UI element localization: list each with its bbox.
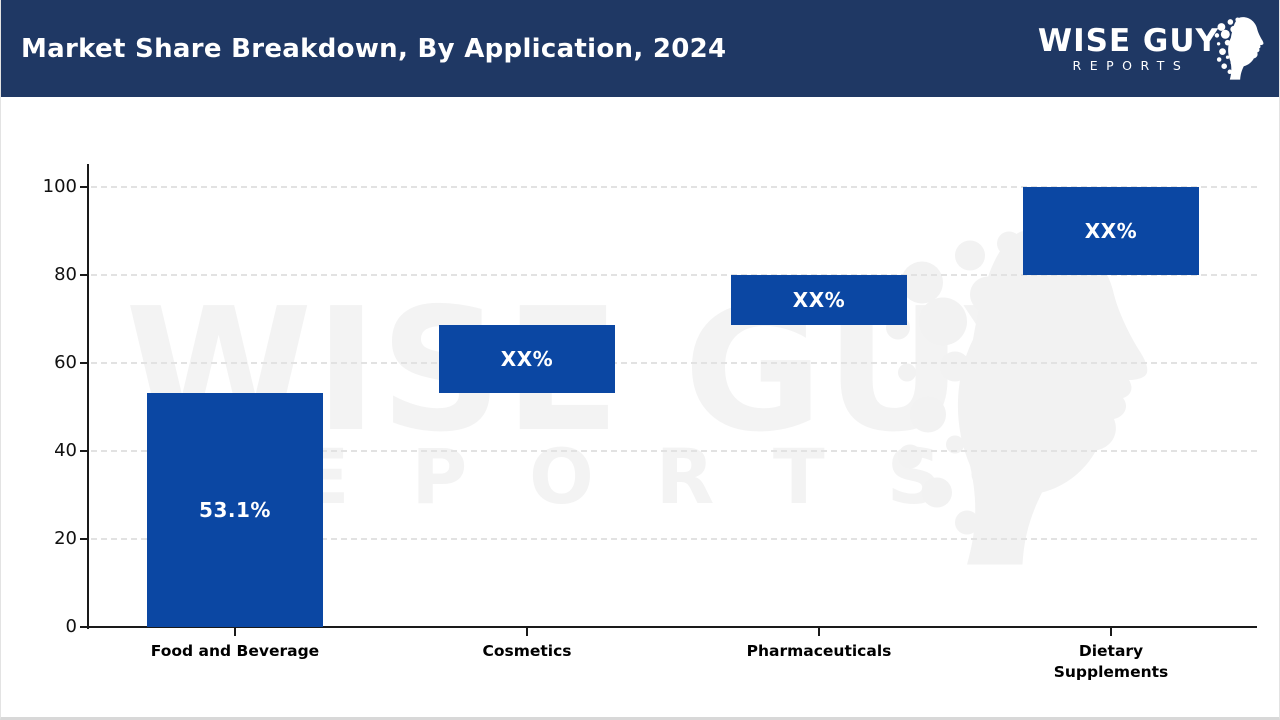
y-tick-mark [80,362,88,364]
x-tick-mark [818,628,820,636]
y-tick-mark [80,450,88,452]
x-tick-mark [1110,628,1112,636]
bar-value-label: XX% [792,288,846,313]
y-tick-mark [80,626,88,628]
header-bar: Market Share Breakdown, By Application, … [1,0,1279,97]
y-gridline [91,538,1257,540]
y-gridline [91,362,1257,364]
y-tick-mark [80,274,88,276]
y-tick-label: 60 [54,352,77,373]
x-category-label: Cosmetics [482,642,572,660]
bar-food-and-beverage: 53.1% [147,393,323,627]
x-tick-mark [526,628,528,636]
logo-subtitle: REPORTS [1072,57,1190,73]
bar-dietary-supplements: XX% [1023,187,1199,275]
x-axis-line [87,626,1257,628]
x-category-label: Pharmaceuticals [746,642,892,660]
wise-guy-reports-logo: WISE GUY REPORTS [1038,4,1269,92]
logo-text: WISE GUY REPORTS [1038,24,1219,73]
bar-value-label: XX% [500,347,554,372]
y-tick-label: 0 [65,616,77,637]
logo-wordmark: WISE GUY [1037,22,1219,59]
bar-value-label: XX% [1084,219,1138,243]
x-tick-mark [234,628,236,636]
y-tick-mark [80,186,88,188]
y-gridline [91,274,1257,276]
y-gridline [91,450,1257,452]
bar-value-label: 53.1% [199,498,271,523]
y-gridline [91,186,1257,188]
bar-pharmaceuticals: XX% [731,275,907,326]
x-category-label: Food and Beverage [150,642,320,660]
y-tick-label: 20 [54,528,77,549]
y-axis-line [87,164,89,629]
y-tick-label: 80 [54,264,77,285]
y-tick-label: 100 [42,176,77,197]
chart-title: Market Share Breakdown, By Application, … [21,33,727,64]
x-category-label: Dietary Supplements [1053,642,1169,681]
y-tick-mark [80,538,88,540]
y-tick-label: 40 [54,440,77,461]
bar-cosmetics: XX% [439,325,615,394]
